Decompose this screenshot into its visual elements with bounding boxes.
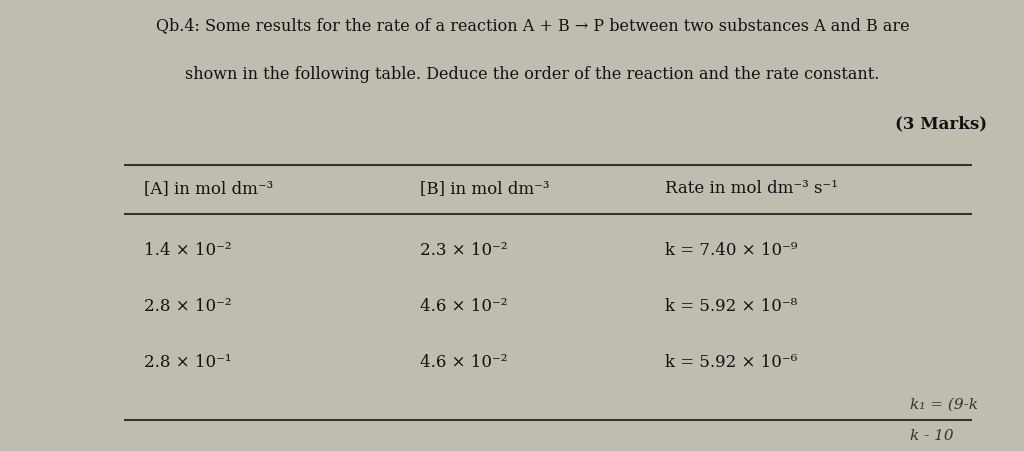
Text: k = 5.92 × 10⁻⁶: k = 5.92 × 10⁻⁶ [666, 354, 798, 371]
Text: Qb.4: Some results for the rate of a reaction A + B → P between two substances A: Qb.4: Some results for the rate of a rea… [156, 17, 909, 34]
Text: 2.8 × 10⁻¹: 2.8 × 10⁻¹ [144, 354, 231, 371]
Text: 2.3 × 10⁻²: 2.3 × 10⁻² [420, 242, 508, 259]
Text: k = 7.40 × 10⁻⁹: k = 7.40 × 10⁻⁹ [666, 242, 798, 259]
Text: [A] in mol dm⁻³: [A] in mol dm⁻³ [144, 180, 273, 197]
Text: 2.8 × 10⁻²: 2.8 × 10⁻² [144, 298, 231, 315]
Text: 1.4 × 10⁻²: 1.4 × 10⁻² [144, 242, 231, 259]
Text: k₁ = (9-k: k₁ = (9-k [910, 398, 978, 412]
Text: Rate in mol dm⁻³ s⁻¹: Rate in mol dm⁻³ s⁻¹ [666, 180, 838, 197]
Text: 4.6 × 10⁻²: 4.6 × 10⁻² [420, 354, 508, 371]
Text: (3 Marks): (3 Marks) [895, 116, 987, 133]
Text: k = 5.92 × 10⁻⁸: k = 5.92 × 10⁻⁸ [666, 298, 798, 315]
Text: 4.6 × 10⁻²: 4.6 × 10⁻² [420, 298, 508, 315]
Text: shown in the following table. Deduce the order of the reaction and the rate cons: shown in the following table. Deduce the… [185, 66, 880, 83]
Text: [B] in mol dm⁻³: [B] in mol dm⁻³ [420, 180, 550, 197]
Text: k - 10: k - 10 [910, 429, 954, 443]
